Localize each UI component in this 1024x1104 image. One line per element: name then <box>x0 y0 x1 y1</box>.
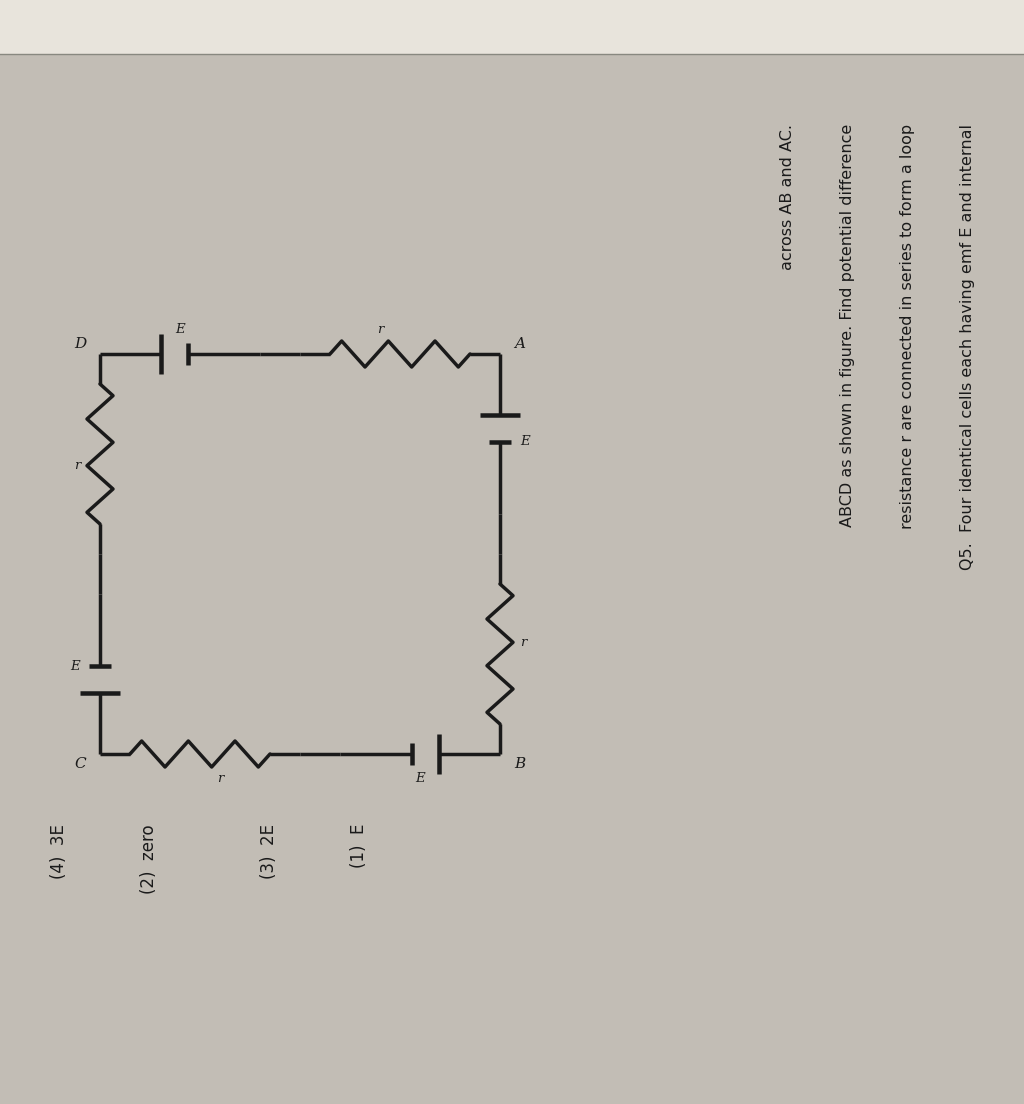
Text: B: B <box>514 757 525 771</box>
Text: C: C <box>74 757 86 771</box>
Text: E: E <box>520 435 529 448</box>
Text: D: D <box>74 337 86 351</box>
Text: r: r <box>217 772 223 785</box>
Text: r: r <box>74 459 80 473</box>
Text: E: E <box>415 772 425 785</box>
Text: Q5.  Four identical cells each having emf E and internal: Q5. Four identical cells each having emf… <box>961 124 975 570</box>
Text: A: A <box>514 337 525 351</box>
Text: ABCD as shown in figure. Find potential difference: ABCD as shown in figure. Find potential … <box>840 124 855 528</box>
Text: E: E <box>71 659 80 672</box>
Text: resistance r are connected in series to form a loop: resistance r are connected in series to … <box>900 124 915 529</box>
Text: (2)  zero: (2) zero <box>140 824 158 893</box>
Text: across AB and AC.: across AB and AC. <box>780 124 795 270</box>
Text: r: r <box>520 636 526 648</box>
Text: (1)  E: (1) E <box>350 824 368 869</box>
Bar <box>0 0 1024 54</box>
Text: r: r <box>377 323 383 336</box>
Text: (4)  3E: (4) 3E <box>50 824 68 879</box>
Text: E: E <box>175 323 184 336</box>
Text: (3)  2E: (3) 2E <box>260 824 278 879</box>
